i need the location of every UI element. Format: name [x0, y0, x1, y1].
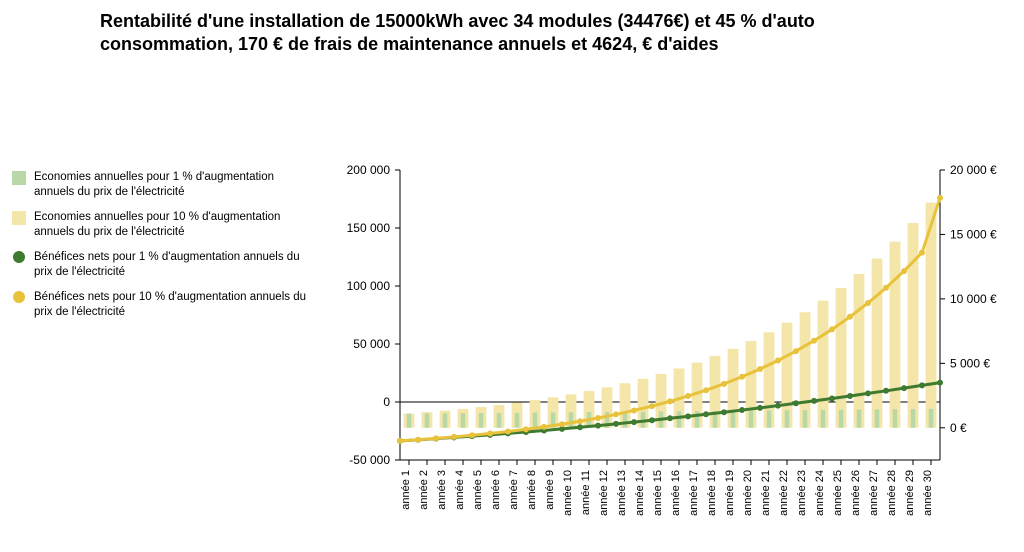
chart-title: Rentabilité d'une installation de 15000k…	[100, 10, 850, 55]
chart-svg: -50 000 0 50 000 100 000 150 000 200 000 0 € 5 …	[330, 160, 1010, 550]
svg-text:année 30: année 30	[922, 470, 934, 516]
svg-text:année 15: année 15	[652, 470, 664, 516]
svg-text:50 000: 50 000	[353, 337, 390, 351]
svg-text:année 24: année 24	[814, 470, 826, 516]
legend-swatch-line-1pct	[13, 251, 25, 263]
legend-swatch-line-10pct	[13, 291, 25, 303]
svg-text:année 14: année 14	[634, 470, 646, 516]
legend-item: Economies annuelles pour 10 % d'augmenta…	[12, 210, 312, 240]
legend-swatch-bar-1pct	[12, 171, 26, 185]
legend-swatch-bar-10pct	[12, 211, 26, 225]
svg-text:année 17: année 17	[688, 470, 700, 516]
svg-text:année 2: année 2	[418, 470, 430, 510]
legend-item: Economies annuelles pour 1 % d'augmentat…	[12, 170, 312, 200]
svg-text:année 10: année 10	[562, 470, 574, 516]
svg-text:année 19: année 19	[724, 470, 736, 516]
svg-text:année 4: année 4	[454, 470, 466, 510]
svg-text:100 000: 100 000	[347, 279, 391, 293]
svg-text:année 9: année 9	[544, 470, 556, 510]
svg-text:20 000 €: 20 000 €	[950, 163, 997, 177]
svg-text:année 27: année 27	[868, 470, 880, 516]
svg-text:année 18: année 18	[706, 470, 718, 516]
svg-text:année 26: année 26	[850, 470, 862, 516]
legend-label: Economies annuelles pour 1 % d'augmentat…	[34, 170, 312, 200]
legend-label: Economies annuelles pour 10 % d'augmenta…	[34, 210, 312, 240]
legend: Economies annuelles pour 1 % d'augmentat…	[12, 170, 312, 330]
svg-text:-50 000: -50 000	[349, 453, 390, 467]
svg-text:année 22: année 22	[778, 470, 790, 516]
legend-item: Bénéfices nets pour 1 % d'augmentation a…	[12, 250, 312, 280]
legend-label: Bénéfices nets pour 1 % d'augmentation a…	[34, 250, 312, 280]
svg-text:10 000 €: 10 000 €	[950, 292, 997, 306]
svg-text:année 29: année 29	[904, 470, 916, 516]
svg-text:0 €: 0 €	[950, 421, 967, 435]
svg-text:année 13: année 13	[616, 470, 628, 516]
svg-text:année 12: année 12	[598, 470, 610, 516]
svg-text:année 11: année 11	[580, 470, 592, 515]
profitability-chart: -50 000 0 50 000 100 000 150 000 200 000 0 € 5 …	[330, 160, 1010, 550]
svg-text:année 16: année 16	[670, 470, 682, 516]
svg-text:15 000 €: 15 000 €	[950, 227, 997, 241]
svg-text:année 7: année 7	[508, 470, 520, 510]
svg-text:année 3: année 3	[436, 470, 448, 510]
svg-text:année 20: année 20	[742, 470, 754, 516]
svg-text:année 8: année 8	[526, 470, 538, 510]
svg-text:année 25: année 25	[832, 470, 844, 516]
svg-text:150 000: 150 000	[347, 221, 391, 235]
svg-text:200 000: 200 000	[347, 163, 391, 177]
svg-text:5 000 €: 5 000 €	[950, 356, 990, 370]
legend-item: Bénéfices nets pour 10 % d'augmentation …	[12, 290, 312, 320]
svg-text:0: 0	[383, 395, 390, 409]
legend-label: Bénéfices nets pour 10 % d'augmentation …	[34, 290, 312, 320]
svg-text:année 21: année 21	[760, 470, 772, 516]
svg-text:année 28: année 28	[886, 470, 898, 516]
svg-text:année 1: année 1	[400, 470, 412, 510]
svg-text:année 6: année 6	[490, 470, 502, 510]
svg-text:année 5: année 5	[472, 470, 484, 510]
svg-text:année 23: année 23	[796, 470, 808, 516]
